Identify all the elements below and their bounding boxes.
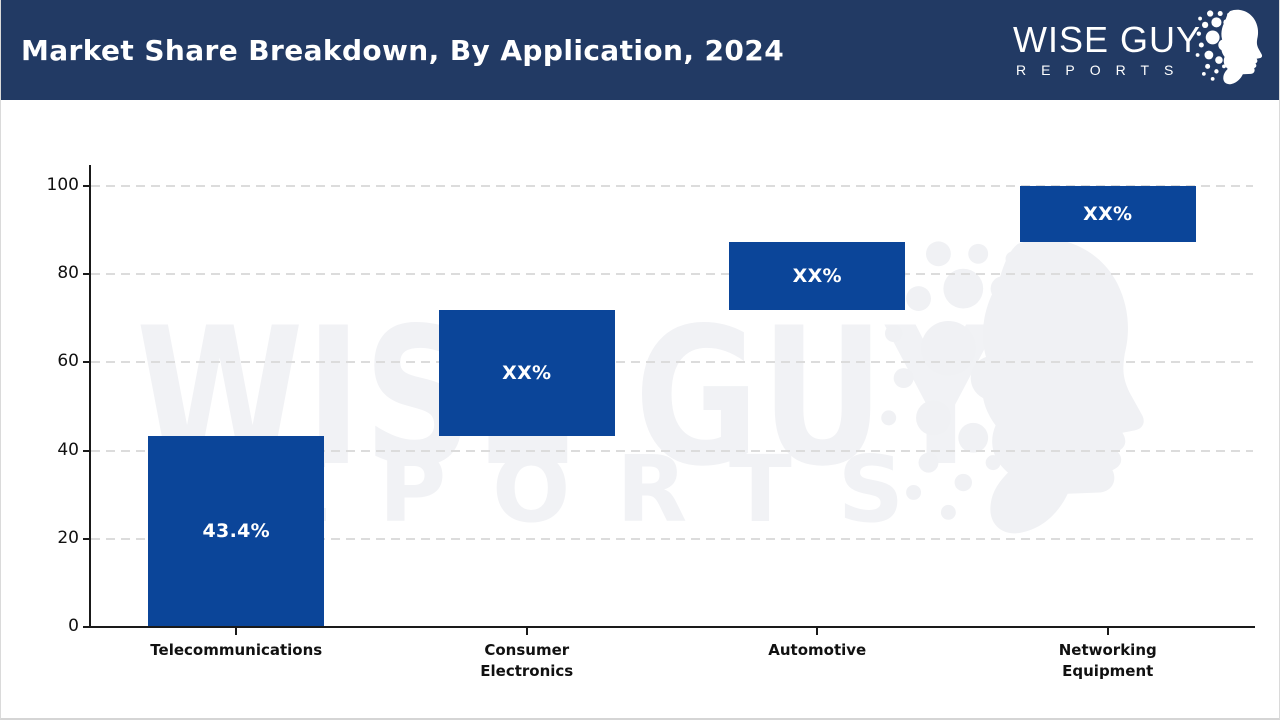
logo-wordmark: WISE GUY: [1012, 19, 1201, 60]
y-tick-mark-20: [83, 537, 91, 540]
gridline-80: [91, 273, 1253, 276]
bar-value-label: XX%: [792, 264, 842, 287]
watermark-head-icon: [881, 238, 1144, 534]
y-tick-label: 100: [46, 175, 79, 195]
y-tick-mark-0: [83, 626, 91, 628]
gridline-20: [91, 537, 1253, 540]
logo-text: WISE GUY REPORTS: [1012, 19, 1201, 79]
bar-value-label: XX%: [1083, 202, 1133, 225]
y-tick-mark-40: [83, 449, 91, 452]
x-tick-mark: [816, 628, 819, 635]
x-axis-line: [89, 626, 1255, 628]
category-label-networking-equipment: Networking Equipment: [1058, 641, 1157, 680]
x-tick-mark: [525, 628, 528, 635]
y-tick-mark-60: [83, 361, 91, 364]
category-label-automotive: Automotive: [768, 641, 867, 659]
y-tick-mark-80: [83, 273, 91, 276]
logo-head-icon: [1195, 9, 1263, 85]
gridline-60: [91, 361, 1253, 364]
bar-value-label: 43.4%: [202, 520, 270, 543]
bar-automotive: XX%: [729, 241, 906, 310]
header-bar: Market Share Breakdown, By Application, …: [1, 0, 1279, 100]
bar-networking-equipment: XX%: [1019, 186, 1196, 242]
y-tick-label: 40: [57, 439, 79, 460]
y-tick-label: 0: [68, 616, 79, 636]
y-tick-label: 60: [57, 351, 79, 372]
category-label-consumer-electronics: Consumer Electronics: [480, 641, 574, 680]
wiseguy-logo: WISE GUY REPORTS: [1012, 6, 1279, 94]
category-label-telecommunications: Telecommunications: [150, 641, 323, 659]
y-tick-label: 80: [57, 263, 79, 284]
bar-consumer-electronics: XX%: [438, 309, 615, 436]
y-axis-line: [89, 165, 91, 628]
x-tick-mark: [235, 628, 238, 635]
y-tick-mark-100: [83, 185, 91, 187]
y-tick-label: 20: [57, 527, 79, 548]
bar-telecommunications: 43.4%: [148, 435, 325, 627]
bar-value-label: XX%: [502, 361, 552, 384]
gridline-40: [91, 449, 1253, 452]
gridline-100: [91, 185, 1253, 187]
logo-subtext: REPORTS: [1015, 62, 1189, 78]
chart-title: Market Share Breakdown, By Application, …: [21, 33, 785, 67]
x-tick-mark: [1106, 628, 1109, 635]
